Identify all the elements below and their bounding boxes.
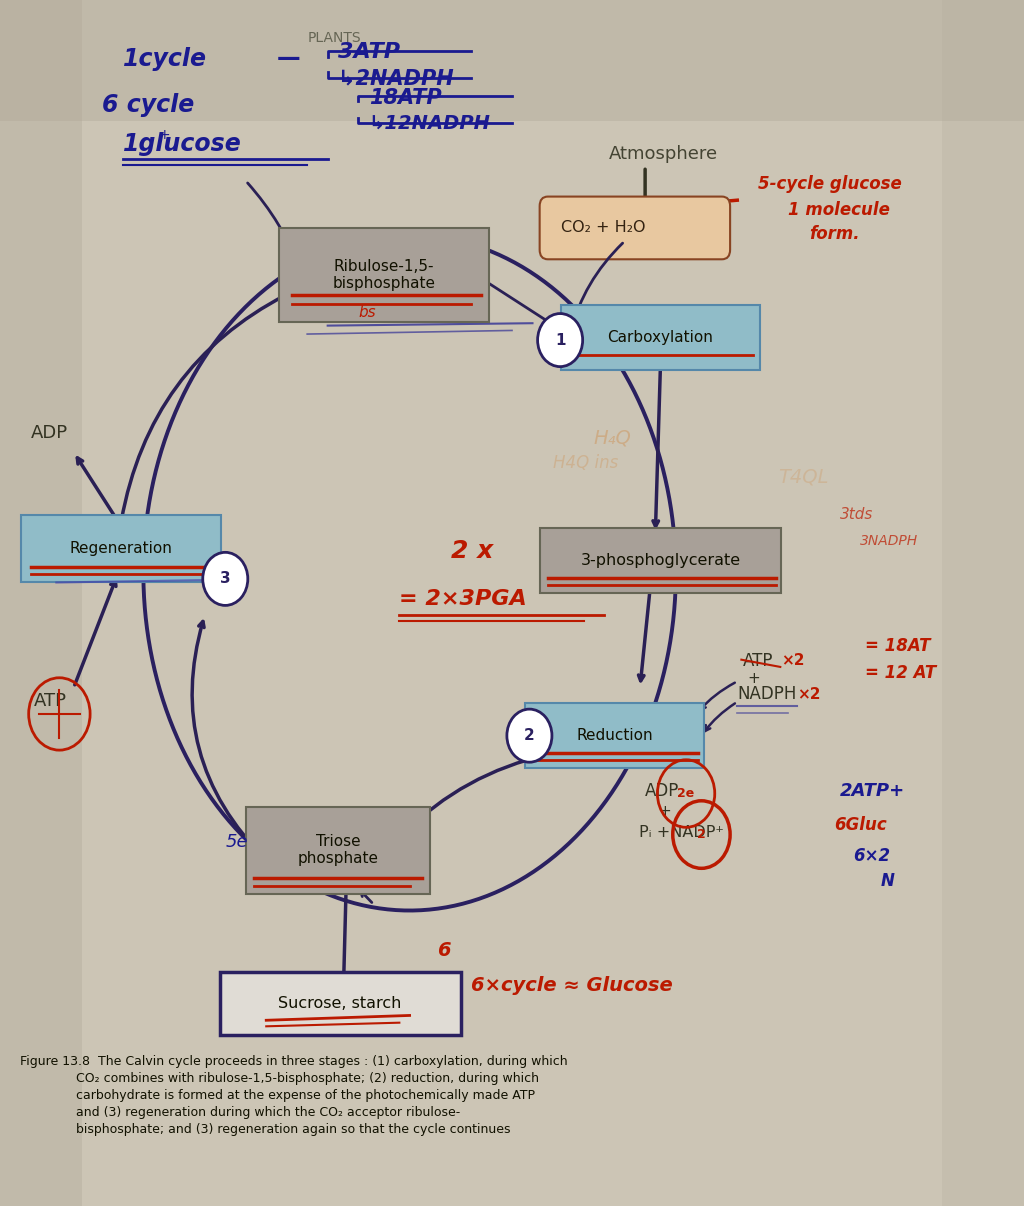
Text: 2 x: 2 x <box>451 539 493 563</box>
Text: 3tds: 3tds <box>840 507 873 521</box>
Text: Pᵢ +NADP⁺: Pᵢ +NADP⁺ <box>639 825 724 839</box>
Text: Sucrose, starch: Sucrose, starch <box>279 996 401 1011</box>
Text: H4Q ins: H4Q ins <box>553 453 618 472</box>
FancyBboxPatch shape <box>220 972 461 1035</box>
Text: 6×2: 6×2 <box>853 847 890 865</box>
Text: 1glucose: 1glucose <box>123 131 242 156</box>
FancyBboxPatch shape <box>524 703 705 768</box>
Text: —: — <box>276 46 300 70</box>
Text: +: + <box>748 671 760 685</box>
FancyBboxPatch shape <box>279 228 489 322</box>
Bar <box>942 0 1024 1206</box>
FancyBboxPatch shape <box>540 197 730 259</box>
Text: 1cycle: 1cycle <box>123 47 207 71</box>
Text: = 12 AT: = 12 AT <box>865 663 937 681</box>
FancyBboxPatch shape <box>561 305 760 370</box>
Text: = 2×3PGA: = 2×3PGA <box>399 590 527 609</box>
Text: ADP: ADP <box>645 781 680 800</box>
Bar <box>0 0 1024 121</box>
FancyBboxPatch shape <box>246 807 430 894</box>
Text: N: N <box>881 872 895 890</box>
Text: Reduction: Reduction <box>577 728 652 743</box>
Text: 2: 2 <box>524 728 535 743</box>
Text: 6×cycle ≈ Glucose: 6×cycle ≈ Glucose <box>471 977 673 995</box>
Text: +: + <box>658 804 671 819</box>
Text: ATP: ATP <box>34 691 67 709</box>
Text: 5e: 5e <box>225 832 248 850</box>
Text: Carboxylation: Carboxylation <box>607 330 714 345</box>
Text: = 18AT: = 18AT <box>865 637 931 655</box>
Text: 6 cycle: 6 cycle <box>102 93 195 117</box>
Text: PLANTS: PLANTS <box>307 31 360 45</box>
Text: 2: 2 <box>697 829 706 841</box>
Text: 3NADPH: 3NADPH <box>860 534 919 548</box>
Text: 6: 6 <box>437 942 451 960</box>
Circle shape <box>538 314 583 367</box>
Text: Regeneration: Regeneration <box>70 541 172 556</box>
Text: Atmosphere: Atmosphere <box>609 145 719 163</box>
Circle shape <box>203 552 248 605</box>
Text: 3: 3 <box>220 572 230 586</box>
FancyBboxPatch shape <box>20 515 221 582</box>
Text: Ribulose-1,5-
bisphosphate: Ribulose-1,5- bisphosphate <box>333 259 435 291</box>
Text: NADPH: NADPH <box>737 685 797 703</box>
Text: Figure 13.8  The Calvin cycle proceeds in three stages : (1) carboxylation, duri: Figure 13.8 The Calvin cycle proceeds in… <box>20 1055 568 1136</box>
Text: CO₂ + H₂O: CO₂ + H₂O <box>561 219 646 234</box>
Text: 6Gluc: 6Gluc <box>835 815 888 833</box>
Text: bs: bs <box>358 305 376 320</box>
Text: 3-phosphoglycerate: 3-phosphoglycerate <box>581 554 740 568</box>
Bar <box>0 0 82 1206</box>
Text: 18ATP: 18ATP <box>369 88 441 107</box>
Circle shape <box>507 709 552 762</box>
Text: ×2: ×2 <box>781 652 805 667</box>
Text: H₄Q: H₄Q <box>594 429 632 447</box>
Text: form.: form. <box>809 224 859 242</box>
Text: ADP: ADP <box>31 423 68 441</box>
Text: ↳2NADPH: ↳2NADPH <box>338 69 454 88</box>
Text: 1: 1 <box>555 333 565 347</box>
Text: 2e: 2e <box>678 788 694 800</box>
Text: Triose
phosphate: Triose phosphate <box>297 835 379 866</box>
Text: +: + <box>159 128 170 141</box>
Text: ↳12NADPH: ↳12NADPH <box>369 115 490 133</box>
Text: 2ATP+: 2ATP+ <box>840 781 905 800</box>
Text: 5-cycle glucose: 5-cycle glucose <box>758 175 901 193</box>
Text: T4QL: T4QL <box>778 468 828 486</box>
FancyBboxPatch shape <box>541 528 780 593</box>
Text: 1 molecule: 1 molecule <box>788 200 890 218</box>
Text: ATP: ATP <box>742 651 773 669</box>
Text: 3ATP: 3ATP <box>338 42 400 62</box>
Text: ×2: ×2 <box>797 687 820 702</box>
